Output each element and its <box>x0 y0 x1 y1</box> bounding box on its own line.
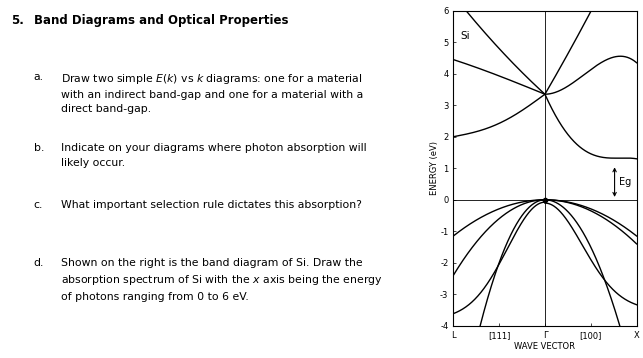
Text: 5.: 5. <box>11 14 24 27</box>
Text: Eg: Eg <box>619 177 631 187</box>
Text: d.: d. <box>33 258 44 268</box>
Text: What important selection rule dictates this absorption?: What important selection rule dictates t… <box>60 200 361 211</box>
Text: a.: a. <box>33 72 44 82</box>
Text: Si: Si <box>460 31 470 41</box>
Y-axis label: ENERGY (eV): ENERGY (eV) <box>430 141 439 195</box>
Text: Band Diagrams and Optical Properties: Band Diagrams and Optical Properties <box>33 14 288 27</box>
Text: Indicate on your diagrams where photon absorption will
likely occur.: Indicate on your diagrams where photon a… <box>60 143 367 168</box>
Text: b.: b. <box>33 143 44 153</box>
Text: Shown on the right is the band diagram of Si. Draw the
absorption spectrum of Si: Shown on the right is the band diagram o… <box>60 258 383 302</box>
Text: c.: c. <box>33 200 43 211</box>
Text: Draw two simple $E(k)$ vs $k$ diagrams: one for a material
with an indirect band: Draw two simple $E(k)$ vs $k$ diagrams: … <box>60 72 363 115</box>
X-axis label: WAVE VECTOR: WAVE VECTOR <box>514 342 575 352</box>
